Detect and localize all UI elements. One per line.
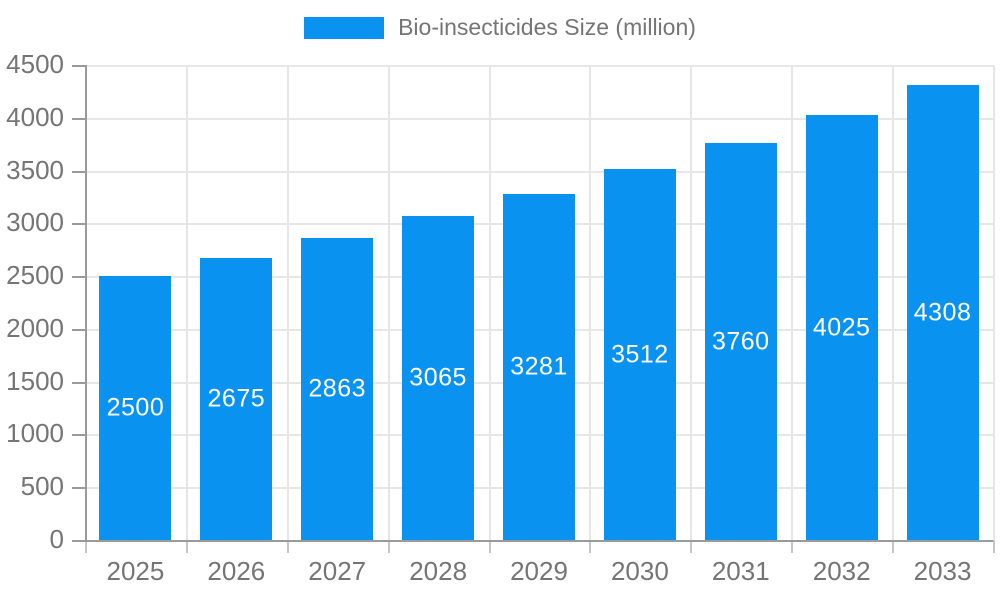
legend-swatch [304,16,385,39]
bar-value-label: 3065 [409,363,467,392]
gridline-horizontal [85,65,993,67]
gridline-horizontal [85,170,993,173]
y-tick-label: 3000 [6,207,64,238]
bar-value-label: 2500 [106,393,165,422]
y-axis-tick [72,487,85,490]
bar-2033[interactable]: 4308 [906,85,979,540]
gridline-vertical [892,65,895,540]
x-axis-tick [892,540,895,553]
y-axis-tick [72,223,85,226]
plot-area: 2500 2675 2863 3065 3281 3512 3760 4025 4308 [85,65,995,542]
bar-value-label: 2863 [308,374,367,403]
x-tick-label: 2029 [510,556,568,586]
gridline-vertical [185,65,188,540]
bar-2028[interactable]: 3065 [402,216,475,540]
y-axis-tick [72,540,85,542]
x-axis-tick [488,540,491,553]
y-tick-label: 4000 [6,101,64,132]
bar-2029[interactable]: 3281 [503,193,575,540]
bar-2032[interactable]: 4025 [805,115,878,540]
y-tick-label: 1000 [6,418,64,449]
y-axis-tick [72,328,85,331]
y-tick-label: 3500 [6,154,64,185]
bar-2027[interactable]: 2863 [301,237,374,540]
legend-item[interactable]: Bio-insecticides Size (million) [0,14,1000,41]
y-axis-tick [72,276,85,279]
y-axis-tick [72,381,85,384]
x-axis-tick [185,540,188,553]
bar-value-label: 4025 [812,313,871,342]
bar-value-label: 2675 [207,384,266,413]
x-axis-tick [993,540,995,553]
x-tick-label: 2028 [409,556,468,586]
x-axis-tick [589,540,592,553]
x-axis-tick [690,540,693,553]
bar-value-label: 3760 [711,327,770,356]
bar-value-label: 3281 [510,352,568,381]
y-axis-tick [72,117,85,120]
y-tick-label: 2000 [6,312,64,343]
x-tick-label: 2031 [711,556,770,586]
bar-value-label: 3512 [611,340,669,369]
y-axis-tick [72,170,85,173]
gridline-horizontal [85,117,993,120]
y-tick-label: 4500 [6,48,64,79]
gridline-vertical [791,65,794,540]
x-tick-label: 2027 [308,556,367,586]
legend-label: Bio-insecticides Size (million) [398,14,696,40]
x-axis-tick [387,540,390,553]
bar-2030[interactable]: 3512 [603,169,676,540]
bar-2031[interactable]: 3760 [704,143,777,540]
gridline-vertical [286,65,289,540]
y-tick-label: 500 [20,471,64,502]
y-axis-line [85,65,87,540]
x-tick-label: 2030 [610,556,669,586]
x-tick-label: 2026 [207,556,266,586]
gridline-vertical [690,65,693,540]
gridline-vertical [387,65,390,540]
y-tick-label: 2500 [6,259,64,290]
gridline-vertical [488,65,491,540]
bar-2026[interactable]: 2675 [200,257,273,540]
y-axis-tick [72,65,85,67]
x-tick-label: 2033 [913,556,972,586]
gridline-vertical [589,65,592,540]
y-axis-tick [72,434,85,437]
x-axis-tick [85,540,87,553]
x-axis-line [85,540,993,542]
y-tick-label: 1500 [6,365,64,396]
bar-value-label: 4308 [913,298,972,327]
x-axis-tick [286,540,289,553]
gridline-vertical [993,65,995,540]
x-tick-label: 2032 [812,556,871,586]
x-tick-label: 2025 [106,556,165,586]
y-tick-label: 0 [49,523,64,554]
x-axis-tick [791,540,794,553]
bar-2025[interactable]: 2500 [99,276,172,540]
